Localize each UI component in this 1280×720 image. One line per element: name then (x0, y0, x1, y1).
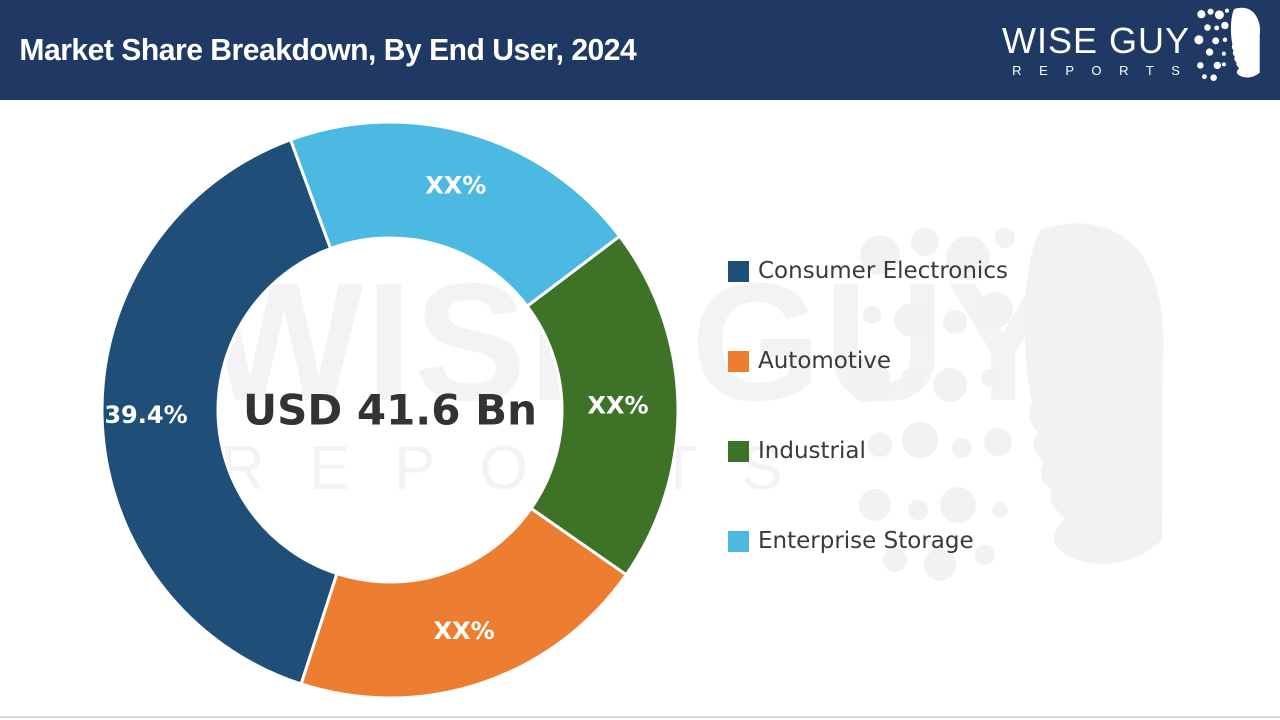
center-value-label: USD 41.6 Bn (243, 386, 537, 435)
legend-swatch-icon (728, 260, 749, 282)
segment-label-industrial: XX% (587, 392, 648, 420)
donut-segment-consumer-electronics (100, 138, 339, 686)
header-bar: Market Share Breakdown, By End User, 202… (0, 0, 1280, 100)
watermark-subtitle: REPORTS (220, 434, 827, 503)
donut-segment-enterprise-storage (289, 120, 622, 308)
donut-chart: 39.4% XX% XX% XX% USD 41.6 Bn (100, 120, 680, 700)
legend-label: Consumer Electronics (758, 258, 1008, 284)
bottom-border-line (0, 716, 1280, 718)
legend-item-enterprise-storage: Enterprise Storage (728, 527, 974, 555)
legend-label: Industrial (758, 438, 866, 464)
legend-label: Enterprise Storage (758, 528, 974, 554)
legend-swatch-icon (728, 440, 749, 462)
logo-text: WISE GUY R E P O R T S (1001, 19, 1190, 78)
segment-label-consumer-electronics: 39.4% (104, 401, 187, 429)
legend-item-automotive: Automotive (728, 347, 891, 375)
legend-item-industrial: Industrial (728, 437, 866, 465)
wise-guy-reports-logo: WISE GUY R E P O R T S (1002, 5, 1280, 96)
legend-item-consumer-electronics: Consumer Electronics (728, 257, 1008, 285)
logo-wordmark: WISE GUY (1001, 19, 1190, 61)
logo-subtitle: R E P O R T S (1012, 62, 1187, 78)
segment-label-enterprise-storage: XX% (425, 172, 486, 200)
legend-swatch-icon (728, 350, 749, 372)
watermark-face-icon (846, 205, 1180, 610)
segment-label-automotive: XX% (434, 617, 495, 645)
page-title: Market Share Breakdown, By End User, 202… (19, 32, 637, 67)
chart-canvas: WISE GUY REPORTS 39.4% XX% XX% XX% USD 41.6… (0, 100, 1280, 720)
legend-label: Automotive (758, 348, 892, 374)
donut-segment-automotive (299, 506, 628, 700)
donut-segment-industrial (525, 234, 680, 577)
logo-face-icon (1194, 5, 1264, 96)
legend-swatch-icon (728, 530, 749, 552)
